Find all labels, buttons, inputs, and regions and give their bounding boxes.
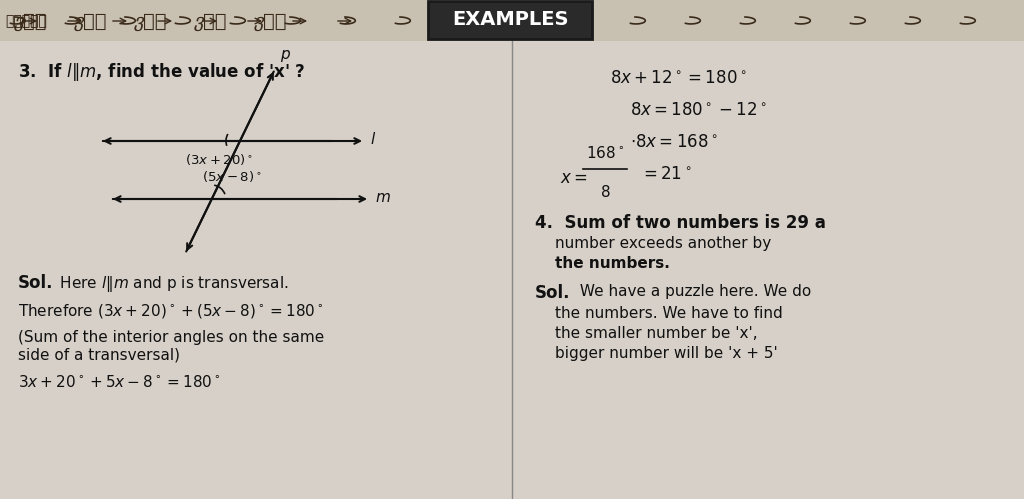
Text: ვවල: ვවල <box>13 11 47 30</box>
Text: bigger number will be 'x + 5': bigger number will be 'x + 5' <box>555 346 778 361</box>
Text: Sol.: Sol. <box>535 284 570 302</box>
Text: $(5x - 8)^\circ$: $(5x - 8)^\circ$ <box>202 169 261 184</box>
Text: 4.  Sum of two numbers is 29 a: 4. Sum of two numbers is 29 a <box>535 214 826 232</box>
Text: Therefore $(3x + 20)^\circ + (5x - 8)^\circ = 180^\circ$: Therefore $(3x + 20)^\circ + (5x - 8)^\c… <box>18 302 324 320</box>
Text: $l$: $l$ <box>370 131 376 147</box>
Text: $p$: $p$ <box>280 48 291 64</box>
Text: $168^\circ$: $168^\circ$ <box>586 145 625 161</box>
Text: $8x = 180^\circ - 12^\circ$: $8x = 180^\circ - 12^\circ$ <box>630 101 767 119</box>
Text: Sol.: Sol. <box>18 274 53 292</box>
Text: Here $l \| m$ and p is transversal.: Here $l \| m$ and p is transversal. <box>55 274 289 294</box>
Text: $\cdot 8x = 168^\circ$: $\cdot 8x = 168^\circ$ <box>630 133 718 151</box>
Text: EXAMPLES: EXAMPLES <box>452 9 568 28</box>
Text: the numbers. We have to find: the numbers. We have to find <box>555 306 782 321</box>
Text: $3x + 20^\circ + 5x - 8^\circ = 180^\circ$: $3x + 20^\circ + 5x - 8^\circ = 180^\cir… <box>18 374 221 390</box>
Text: number exceeds another by: number exceeds another by <box>555 236 771 251</box>
FancyBboxPatch shape <box>428 1 592 39</box>
Text: $8x + 12^\circ = 180^\circ$: $8x + 12^\circ = 180^\circ$ <box>610 69 746 87</box>
Text: $= 21^\circ$: $= 21^\circ$ <box>640 165 691 183</box>
Text: ვවල: ვවල <box>194 11 226 30</box>
Text: (Sum of the interior angles on the same: (Sum of the interior angles on the same <box>18 330 325 345</box>
Text: side of a transversal): side of a transversal) <box>18 348 180 363</box>
Text: the numbers.: the numbers. <box>555 256 670 271</box>
Text: ვවල: ვවල <box>133 11 167 30</box>
Text: $(3x+20)^\circ$: $(3x+20)^\circ$ <box>185 152 253 167</box>
FancyBboxPatch shape <box>0 0 1024 41</box>
Text: $x = $: $x = $ <box>560 169 588 187</box>
Text: $8$: $8$ <box>600 184 610 200</box>
Text: 3.  If $l \| m$, find the value of 'x' ?: 3. If $l \| m$, find the value of 'x' ? <box>18 61 305 83</box>
Text: ვවල: ვවල <box>253 11 287 30</box>
Text: $m$: $m$ <box>375 190 391 205</box>
Text: ვවල: ვවල <box>74 11 106 30</box>
Text: 🐚🐚🐚🐚🐚: 🐚🐚🐚🐚🐚 <box>5 14 47 28</box>
Text: the smaller number be 'x',: the smaller number be 'x', <box>555 326 758 341</box>
Text: We have a puzzle here. We do: We have a puzzle here. We do <box>575 284 811 299</box>
